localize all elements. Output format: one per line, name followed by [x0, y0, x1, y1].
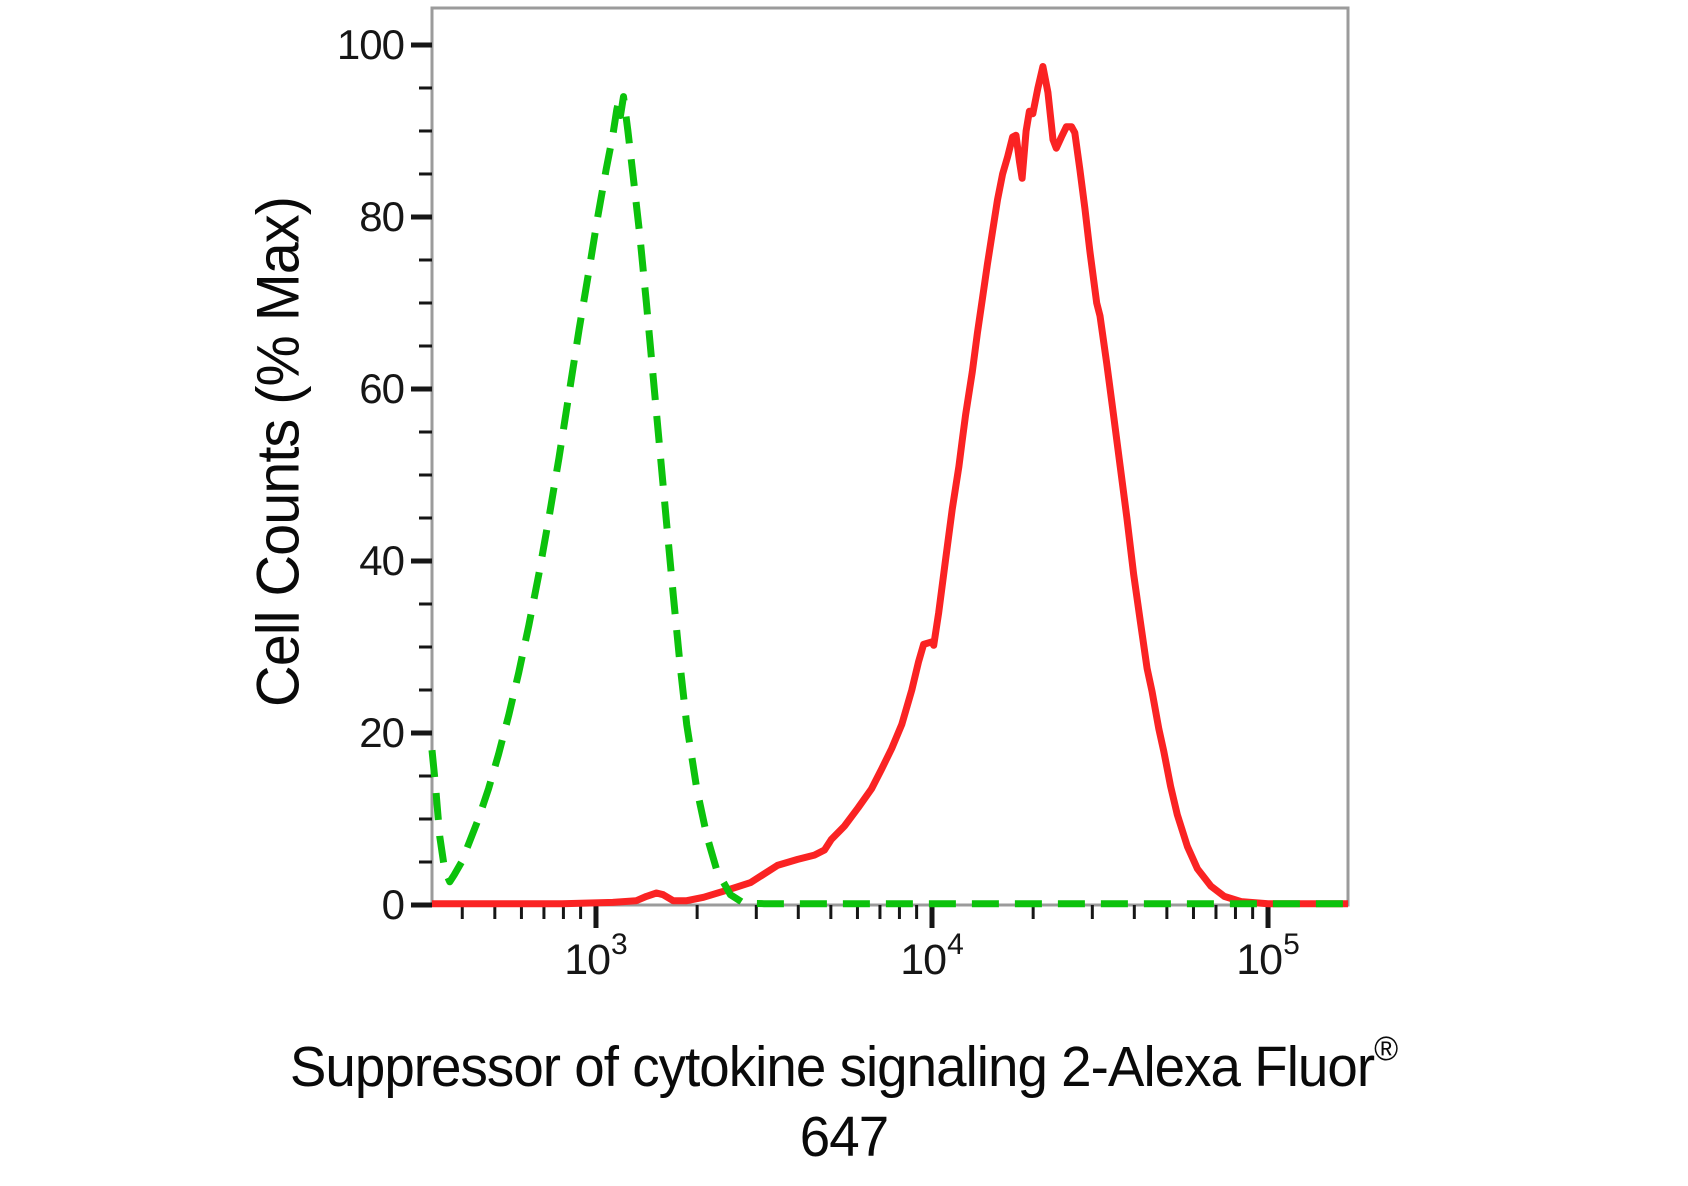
y-tick-label-100: 100 [336, 20, 405, 68]
x-tick-label-10e5: 105 [1198, 928, 1338, 985]
y-tick-label-40: 40 [359, 536, 405, 584]
x-tick-label-10e4: 104 [862, 928, 1002, 985]
series-red-solid [432, 63, 1348, 908]
x-axis-title: Suppressor of cytokine signaling 2-Alexa… [34, 1014, 1654, 1172]
y-axis-title: Cell Counts (% Max) [244, 197, 312, 707]
y-tick-label-80: 80 [359, 192, 405, 240]
x-tick-exponent: 3 [611, 928, 628, 961]
y-ticks [411, 42, 432, 908]
y-tick-label-0: 0 [381, 881, 405, 928]
x-tick-exponent: 5 [1283, 928, 1300, 961]
x-ticks [460, 905, 1271, 928]
y-tick-label-60: 60 [359, 364, 405, 412]
registered-trademark-symbol: ® [1374, 1030, 1399, 1068]
series-green-dashed [428, 93, 1348, 908]
x-axis-title-line1: Suppressor of cytokine signaling 2-Alexa… [289, 1035, 1375, 1099]
y-tick-label-20: 20 [359, 708, 405, 756]
x-axis-title-line2: 647 [799, 1105, 889, 1169]
x-tick-exponent: 4 [947, 928, 964, 961]
x-tick-base: 10 [900, 936, 947, 984]
x-tick-base: 10 [1236, 936, 1283, 984]
x-tick-label-10e3: 103 [526, 928, 666, 985]
plot-frame [430, 6, 1350, 907]
x-tick-base: 10 [564, 936, 611, 984]
